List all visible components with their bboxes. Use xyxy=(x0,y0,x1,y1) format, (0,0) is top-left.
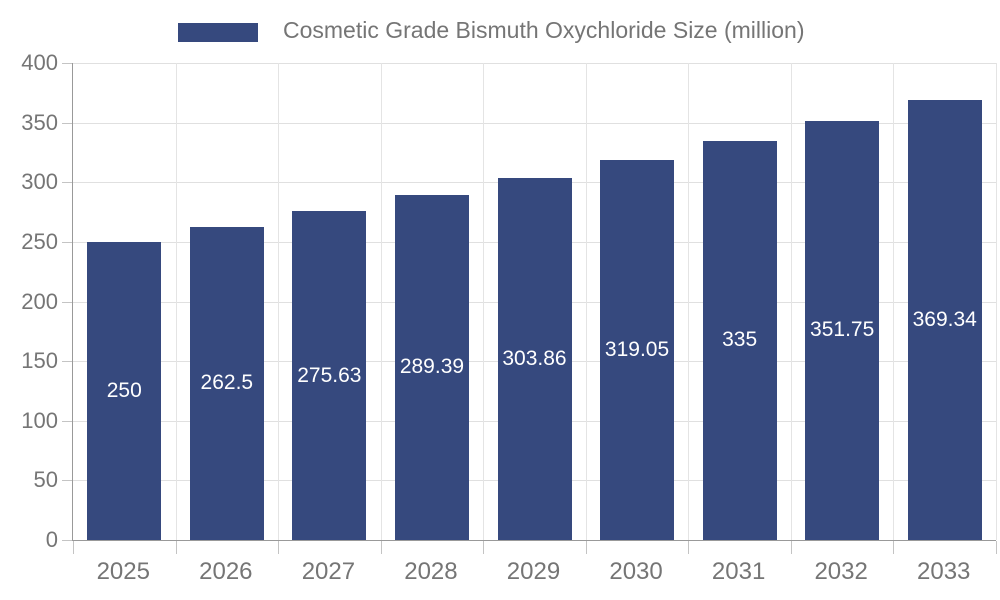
bar-value-label: 369.34 xyxy=(912,307,977,331)
x-gridline xyxy=(585,63,587,540)
plot-area: 250 262.5 275.63 289.39 303.86 319.05 335 351.7… xyxy=(62,63,997,554)
x-axis-tick-mark xyxy=(790,541,792,554)
x-axis-tick-mark xyxy=(585,541,587,554)
bar-value-label: 262.5 xyxy=(200,371,254,395)
bar[interactable]: 262.5 xyxy=(189,226,264,540)
y-axis-tick-label: 300 xyxy=(21,169,58,195)
x-axis-tick-label: 2030 xyxy=(609,558,663,585)
x-axis-tick-mark xyxy=(996,541,997,554)
bar-value-label: 335 xyxy=(722,328,758,352)
bar[interactable]: 335 xyxy=(702,140,777,540)
x-axis-tick-label: 2031 xyxy=(711,558,766,585)
x-axis-tick-mark xyxy=(380,541,382,554)
y-axis-tick-label: 200 xyxy=(21,288,58,314)
y-axis-tick-label: 400 xyxy=(21,50,58,75)
y-axis-tick-mark xyxy=(62,420,72,422)
x-axis-tick-mark xyxy=(893,541,895,554)
bar-value-label: 351.75 xyxy=(810,318,875,342)
legend-label: Cosmetic Grade Bismuth Oxychloride Size … xyxy=(283,17,805,43)
x-axis-tick-mark xyxy=(175,541,177,554)
y-axis-tick-mark xyxy=(62,361,72,363)
bar[interactable]: 289.39 xyxy=(394,194,469,540)
bar-value-label: 275.63 xyxy=(297,363,362,387)
x-axis-tick-mark xyxy=(688,541,690,554)
x-gridline xyxy=(380,63,382,540)
x-gridline xyxy=(790,63,792,540)
x-axis-tick-mark xyxy=(278,541,280,554)
x-gridline xyxy=(483,63,485,540)
x-gridline xyxy=(893,63,895,540)
bar[interactable]: 275.63 xyxy=(292,211,367,540)
y-gridline xyxy=(73,122,996,124)
bar-value-label: 250 xyxy=(106,378,142,402)
x-axis-tick-mark xyxy=(73,541,74,554)
y-axis-tick-label: 100 xyxy=(21,407,58,433)
x-gridline xyxy=(996,63,997,540)
legend-swatch-icon xyxy=(178,23,258,42)
x-axis-tick-mark xyxy=(483,541,485,554)
bar[interactable]: 369.34 xyxy=(907,99,982,540)
y-axis-tick-mark xyxy=(62,182,72,184)
x-axis-tick-label: 2027 xyxy=(301,558,356,585)
y-axis-tick-mark xyxy=(62,540,72,541)
bar[interactable]: 319.05 xyxy=(600,159,675,540)
bar[interactable]: 351.75 xyxy=(805,120,880,540)
y-axis-tick-label: 350 xyxy=(21,109,58,135)
x-axis-tick-label: 2025 xyxy=(96,558,150,585)
x-gridline xyxy=(175,63,177,540)
bar[interactable]: 250 xyxy=(87,241,162,540)
y-axis-tick-label: 150 xyxy=(21,348,58,374)
bar-value-label: 303.86 xyxy=(502,346,567,370)
bar-value-label: 319.05 xyxy=(604,337,670,361)
y-axis-tick-label: 250 xyxy=(21,228,58,254)
x-axis-tick-label: 2032 xyxy=(814,558,868,585)
y-axis-tick-mark xyxy=(62,122,72,124)
y-axis-tick-label: 50 xyxy=(33,467,58,493)
y-axis-tick-mark xyxy=(62,241,72,243)
y-axis-tick-mark xyxy=(62,301,72,303)
y-axis-tick-mark xyxy=(62,63,72,64)
x-gridline xyxy=(688,63,690,540)
x-axis-tick-label: 2029 xyxy=(506,558,561,585)
x-axis-tick-label: 2028 xyxy=(404,558,458,585)
bar-value-label: 289.39 xyxy=(399,355,465,379)
y-axis-tick-label: 0 xyxy=(45,527,58,552)
x-gridline xyxy=(278,63,280,540)
y-gridline xyxy=(73,63,996,64)
bar[interactable]: 303.86 xyxy=(497,177,572,540)
x-axis-tick-label: 2026 xyxy=(199,558,253,585)
chart-legend[interactable]: Cosmetic Grade Bismuth Oxychloride Size … xyxy=(0,0,1000,55)
x-axis-tick-label: 2033 xyxy=(917,558,971,585)
y-axis-tick-mark xyxy=(62,480,72,482)
